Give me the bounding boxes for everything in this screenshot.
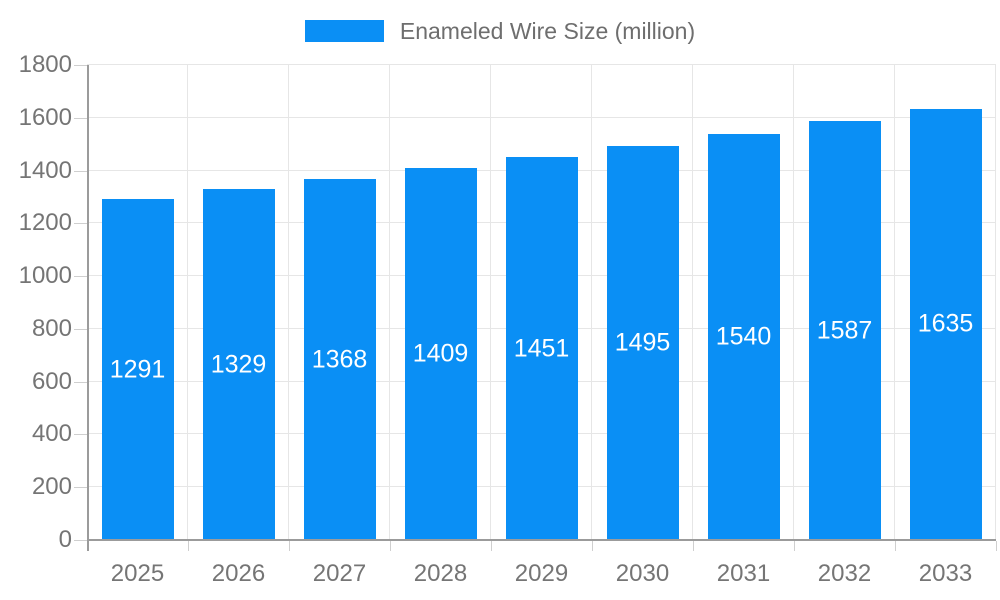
v-gridline — [793, 65, 794, 540]
bar-value-label: 1587 — [816, 316, 873, 345]
v-gridline — [490, 65, 491, 540]
x-tick — [390, 541, 391, 551]
bar-2033[interactable]: 1635 — [909, 108, 982, 540]
x-tick — [794, 541, 795, 551]
y-axis-tick-label: 1600 — [18, 103, 72, 131]
h-gridline — [87, 116, 996, 118]
bar-2032[interactable]: 1587 — [808, 121, 881, 540]
bar-value-label: 1495 — [614, 328, 671, 357]
v-gridline — [692, 65, 693, 540]
y-tick — [74, 117, 87, 119]
bar-value-label: 1368 — [311, 345, 368, 373]
v-gridline — [187, 65, 188, 540]
y-axis-tick-label: 1400 — [18, 156, 72, 184]
bar-value-label: 1540 — [715, 322, 772, 351]
y-axis-tick-label: 0 — [58, 526, 72, 553]
y-tick — [74, 65, 87, 66]
x-axis-tick-label: 2026 — [211, 560, 266, 587]
x-tick — [289, 541, 290, 551]
bar-value-label: 1635 — [917, 309, 974, 338]
y-tick — [74, 223, 87, 225]
x-axis-tick-label: 2028 — [413, 560, 468, 587]
bar-value-label: 1329 — [210, 350, 267, 379]
bar-2029[interactable]: 1451 — [505, 157, 578, 540]
bar-2025[interactable]: 1291 — [101, 199, 174, 540]
x-tick — [895, 541, 896, 551]
x-axis-tick-label: 2031 — [716, 560, 771, 587]
bar-value-label: 1291 — [109, 355, 166, 384]
v-gridline — [389, 65, 390, 540]
x-tick — [693, 541, 694, 551]
y-axis-tick-label: 400 — [31, 420, 72, 448]
bar-value-label: 1451 — [513, 334, 570, 363]
v-gridline — [995, 65, 996, 540]
y-tick — [74, 170, 87, 172]
legend-label: Enameled Wire Size (million) — [399, 17, 696, 44]
plot-area: 1291 1329 1368 1409 1451 1495 1540 1587 1635 — [87, 64, 996, 540]
x-axis-tick-label: 2033 — [918, 560, 973, 587]
v-gridline — [288, 65, 289, 540]
bar-2028[interactable]: 1409 — [404, 168, 477, 540]
y-tick — [74, 328, 87, 330]
x-axis-tick-label: 2030 — [615, 560, 670, 587]
chart-legend-item[interactable]: Enameled Wire Size (million) — [0, 17, 1000, 45]
x-axis-tick-label: 2025 — [110, 560, 165, 587]
legend-swatch — [304, 20, 384, 42]
x-axis-tick-label: 2032 — [817, 560, 872, 587]
y-tick — [74, 540, 87, 541]
bar-2026[interactable]: 1329 — [202, 189, 275, 540]
x-tick — [592, 541, 593, 551]
y-tick — [74, 276, 87, 278]
v-gridline — [894, 65, 895, 540]
x-tick — [491, 541, 492, 551]
y-tick — [74, 381, 87, 383]
bar-2030[interactable]: 1495 — [606, 145, 679, 540]
bar-value-label: 1409 — [412, 339, 469, 368]
y-axis-tick-label: 600 — [31, 367, 72, 395]
x-axis-tick-label: 2027 — [312, 560, 367, 587]
y-tick — [74, 434, 87, 436]
x-tick — [188, 541, 189, 551]
v-gridline — [591, 65, 592, 540]
y-axis-line — [87, 65, 89, 551]
bar-2031[interactable]: 1540 — [707, 133, 780, 540]
x-axis-tick-label: 2029 — [514, 560, 569, 587]
y-axis-tick-label: 1800 — [18, 51, 72, 78]
x-tick — [996, 541, 997, 551]
x-axis-line — [87, 539, 996, 541]
y-axis-tick-label: 800 — [31, 314, 72, 342]
h-gridline — [87, 64, 996, 65]
y-axis-tick-label: 1200 — [18, 209, 72, 237]
y-tick — [74, 487, 87, 489]
y-axis-tick-label: 1000 — [18, 262, 72, 290]
bar-2027[interactable]: 1368 — [303, 179, 376, 540]
y-axis-tick-label: 200 — [31, 473, 72, 501]
